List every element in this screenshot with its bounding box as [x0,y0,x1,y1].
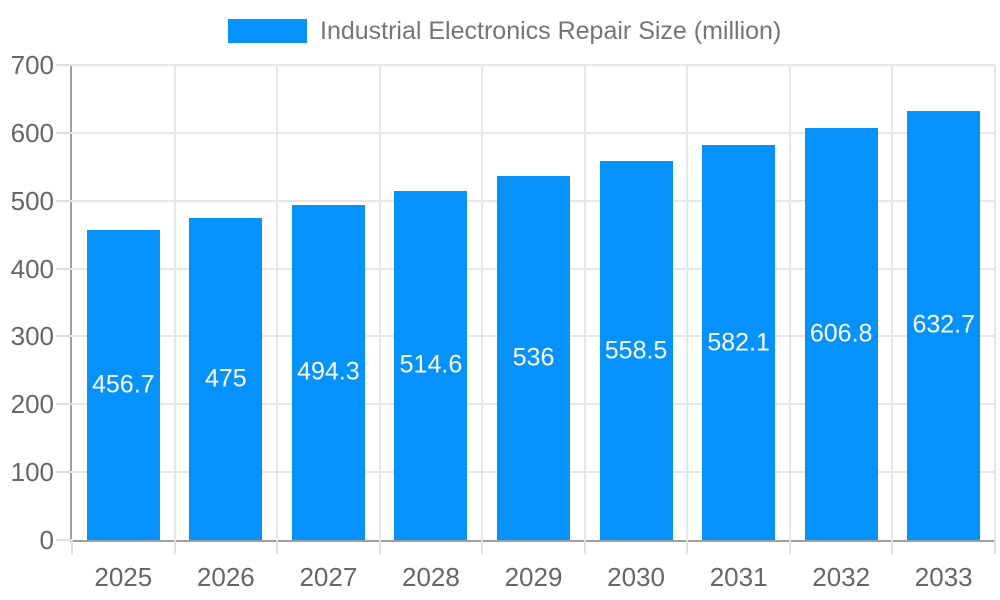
x-gridline [276,65,279,540]
y-gridline [72,131,995,134]
y-axis-tick [56,471,72,474]
bar-value-label: 632.7 [912,310,975,339]
y-axis-label: 600 [10,117,54,148]
y-axis-label: 700 [10,50,54,80]
x-gridline [378,65,381,540]
y-axis-tick [56,539,72,541]
bar-value-label: 606.8 [809,319,873,348]
y-axis-tick [56,199,72,202]
y-axis-tick [56,267,72,270]
x-gridline [583,65,586,540]
x-axis-label: 2030 [607,562,665,592]
plot-area: 0 100 200 300 400 500 600 700 456.7 2025 475 2026 49… [11,50,996,591]
bar-value-label: 456.7 [91,370,155,399]
legend-swatch [228,19,307,43]
bar[interactable]: 514.6 [394,190,468,540]
x-gridline [173,65,176,540]
x-axis-tick [276,540,279,554]
x-axis-label: 2027 [299,562,358,592]
bar[interactable]: 475 [189,217,263,540]
x-axis-tick [583,540,586,554]
x-gridline [686,65,689,540]
x-axis-label: 2025 [94,562,153,592]
bar[interactable]: 494.3 [291,204,365,540]
y-axis-tick [56,403,72,406]
x-axis-tick [994,540,996,554]
x-gridline [481,65,484,540]
y-axis-label: 200 [10,389,54,420]
y-axis-label: 400 [10,253,54,284]
x-axis-tick [173,540,176,554]
x-axis-label: 2033 [914,562,973,592]
y-axis-label: 0 [39,525,54,555]
y-gridline [72,64,995,66]
x-axis-tick [378,540,381,554]
y-axis-tick [56,131,72,134]
bar[interactable]: 456.7 [86,230,160,540]
y-axis-tick [56,335,72,338]
y-axis-tick [56,64,72,66]
x-axis-label: 2028 [402,562,460,592]
bar[interactable]: 606.8 [804,128,878,540]
bar[interactable]: 536 [497,176,570,540]
x-axis-tick [788,540,791,554]
y-axis-label: 300 [10,321,54,352]
legend-label: Industrial Electronics Repair Size (mill… [320,17,782,45]
x-axis-label: 2031 [709,562,768,592]
bar-value-label: 558.5 [604,336,668,365]
bar-value-label: 536 [512,343,555,372]
bar-value-label: 582.1 [707,328,770,356]
legend-item[interactable]: Industrial Electronics Repair Size (mill… [228,17,782,45]
x-axis-label: 2032 [812,562,871,592]
bar-value-label: 494.3 [297,357,360,386]
x-gridline [891,65,894,540]
x-gridline [788,65,791,540]
x-axis-tick [686,540,689,554]
y-axis-label: 500 [10,185,54,216]
x-axis-label: 2029 [504,562,563,592]
x-axis-tick [891,540,894,554]
x-axis-tick [481,540,484,554]
bar[interactable]: 558.5 [599,161,673,540]
bar-value-label: 475 [204,364,247,393]
bar[interactable]: 632.7 [907,110,981,540]
x-axis-tick [71,540,73,554]
y-axis-label: 100 [10,457,54,488]
bar-value-label: 514.6 [399,350,463,379]
x-axis-label: 2026 [196,562,255,592]
x-gridline [994,65,996,540]
bar[interactable]: 582.1 [702,145,776,540]
